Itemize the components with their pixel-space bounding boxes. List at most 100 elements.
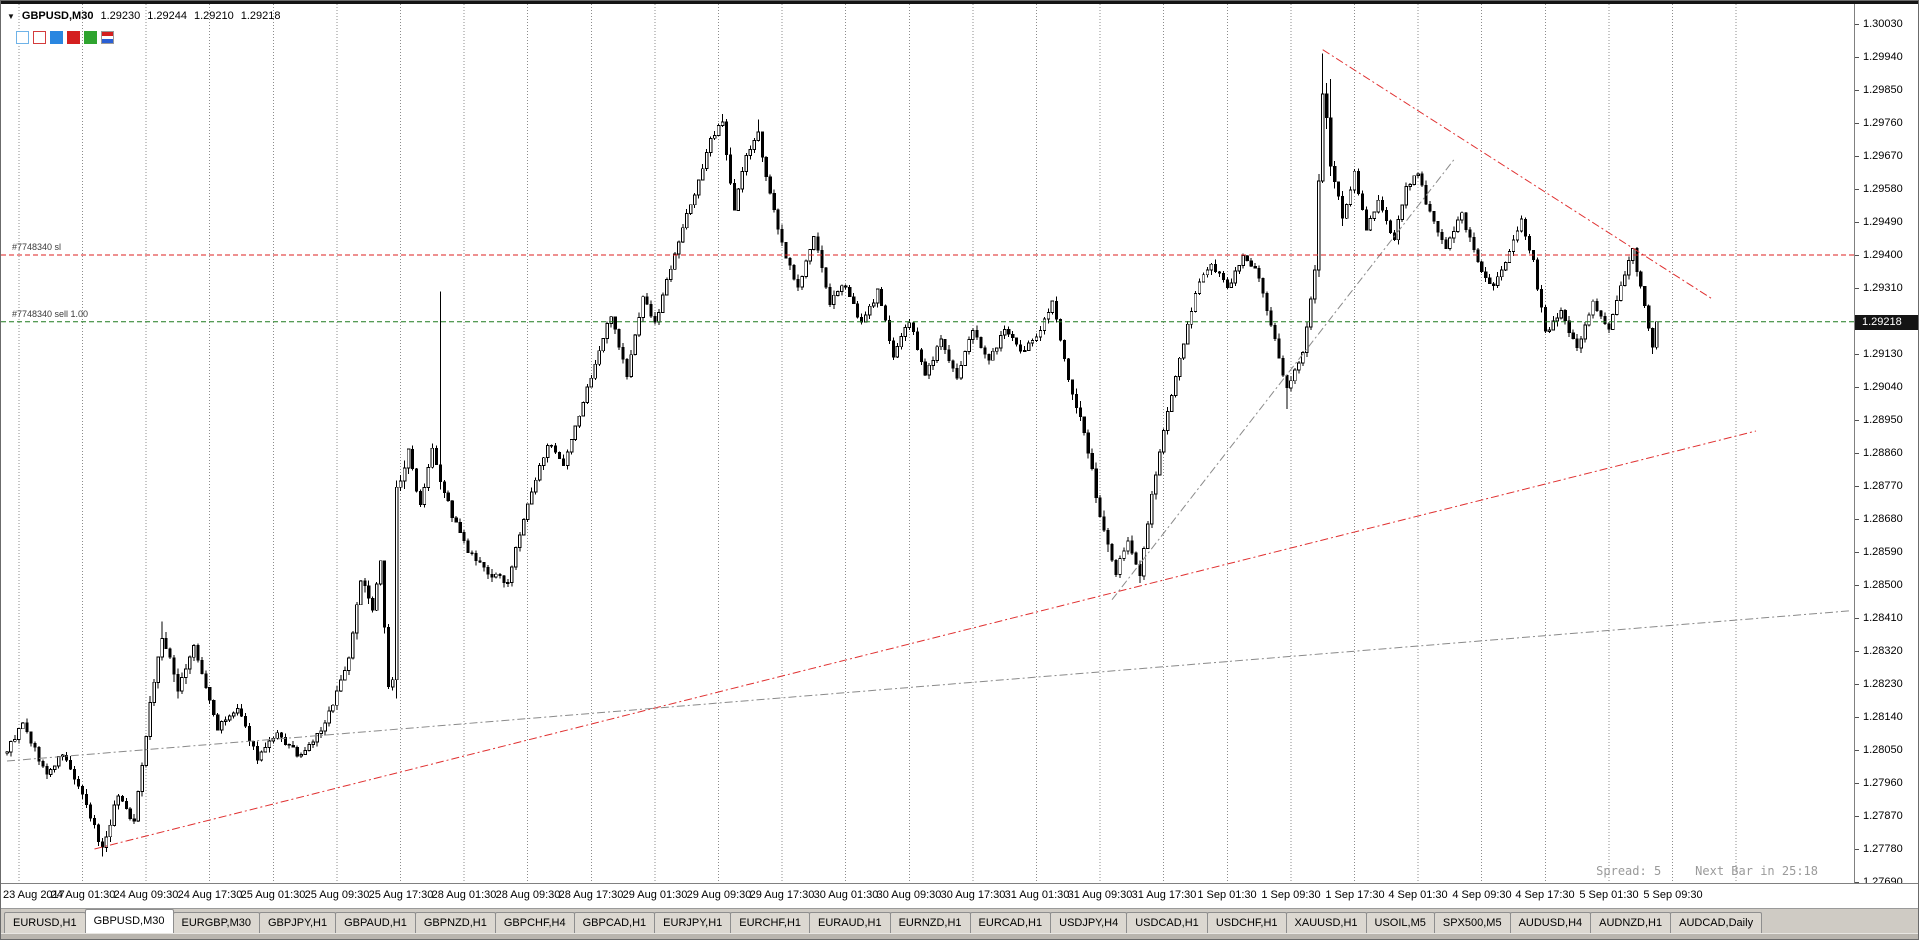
symbol-tab-gbpnzd-h1[interactable]: GBPNZD,H1 — [414, 912, 496, 933]
price-axis-tick — [1855, 387, 1859, 388]
symbol-tab-gbpcad-h1[interactable]: GBPCAD,H1 — [573, 912, 656, 933]
time-axis-label: 31 Aug 09:30 — [1067, 889, 1133, 901]
symbol-tab-spx500-m5[interactable]: SPX500,M5 — [1433, 912, 1511, 933]
price-axis-tick — [1855, 618, 1859, 619]
order-sl-line-label[interactable]: #7748340 sl — [12, 242, 62, 252]
chart-menu-collapse-icon[interactable]: ▼ — [7, 11, 15, 21]
symbol-tab-euraud-h1[interactable]: EURAUD,H1 — [809, 912, 891, 933]
price-axis-label: 1.28950 — [1863, 414, 1903, 426]
price-axis-label: 1.28320 — [1863, 645, 1903, 657]
price-axis-tick — [1855, 684, 1859, 685]
price-axis[interactable]: 1.30030 1.29940 1.29850 1.29760 1.29670 1.295… — [1854, 4, 1918, 888]
trendline-ascending-gray-long[interactable] — [6, 610, 1852, 762]
time-axis-label: 25 Aug 01:30 — [240, 889, 306, 901]
price-axis-tick — [1855, 255, 1859, 256]
price-axis-tick — [1855, 816, 1859, 817]
price-axis-label: 1.27870 — [1863, 810, 1903, 822]
price-axis-tick — [1855, 750, 1859, 751]
time-axis-label: 24 Aug 09:30 — [113, 889, 179, 901]
symbol-tab-xauusd-h1[interactable]: XAUUSD,H1 — [1285, 912, 1367, 933]
ea-color-swatch-toolbar — [16, 31, 114, 44]
symbol-tab-audnzd-h1[interactable]: AUDNZD,H1 — [1590, 912, 1672, 933]
swatch-stripe — [102, 39, 113, 43]
symbol-tab-gbpusd-m30[interactable]: GBPUSD,M30 — [84, 909, 174, 933]
chart-tab-bar: EURUSD,H1 GBPUSD,M30 EURGBP,M30 GBPJPY,H1 GB… — [1, 908, 1918, 933]
price-axis-tick — [1855, 717, 1859, 718]
outlined-red-swatch[interactable] — [33, 31, 46, 44]
symbol-tab-eurusd-h1[interactable]: EURUSD,H1 — [4, 912, 86, 933]
time-axis-label: 30 Aug 01:30 — [813, 889, 879, 901]
price-axis-tick — [1855, 486, 1859, 487]
price-axis-label: 1.29400 — [1863, 249, 1903, 261]
chart-canvas[interactable] — [1, 4, 1854, 883]
price-axis-tick — [1855, 222, 1859, 223]
chart-status-text: Spread: 5 Next Bar in 25:18 — [1596, 864, 1818, 878]
price-axis-tick — [1855, 585, 1859, 586]
price-axis-tick — [1855, 882, 1859, 883]
price-axis-label: 1.28860 — [1863, 447, 1903, 459]
symbol-tab-audusd-h4[interactable]: AUDUSD,H4 — [1509, 912, 1592, 933]
spread-value-label: Spread: 5 — [1596, 864, 1662, 878]
swatch-stripe — [102, 35, 113, 40]
symbol-tab-eurchf-h1[interactable]: EURCHF,H1 — [730, 912, 811, 933]
symbol-tab-audcad-daily[interactable]: AUDCAD,Daily — [1670, 912, 1763, 933]
symbol-tab-gbpjpy-h1[interactable]: GBPJPY,H1 — [259, 912, 337, 933]
chart-plot-area[interactable]: ▼ GBPUSD,M30 1.29230 1.29244 1.29210 1.2… — [1, 4, 1854, 883]
trendline-ascending-gray-steep[interactable] — [1111, 159, 1455, 601]
symbol-tab-usdcad-h1[interactable]: USDCAD,H1 — [1126, 912, 1208, 933]
symbol-timeframe-label: GBPUSD,M30 — [21, 10, 94, 22]
time-axis[interactable]: 23 Aug 2017 24 Aug 01:30 24 Aug 09:30 24 Au… — [1, 883, 1918, 908]
next-bar-countdown-label: Next Bar in 25:18 — [1695, 864, 1818, 878]
bar-low-value: 1.29210 — [193, 10, 234, 22]
price-axis-tick — [1855, 57, 1859, 58]
price-axis-label: 1.29490 — [1863, 216, 1903, 228]
symbol-tab-gbpchf-h4[interactable]: GBPCHF,H4 — [494, 912, 575, 933]
symbol-tab-eurjpy-h1[interactable]: EURJPY,H1 — [654, 912, 732, 933]
bear-candle-bodies — [25, 93, 1655, 848]
time-axis-label: 29 Aug 09:30 — [686, 889, 752, 901]
price-axis-label: 1.29310 — [1863, 282, 1903, 294]
price-axis-tick — [1855, 849, 1859, 850]
price-axis-tick — [1855, 90, 1859, 91]
price-axis-label: 1.28770 — [1863, 480, 1903, 492]
price-axis-label: 1.29580 — [1863, 183, 1903, 195]
time-axis-label: 1 Sep 17:30 — [1325, 889, 1385, 901]
price-axis-label: 1.27780 — [1863, 843, 1903, 855]
window-bottom-strip — [1, 933, 1918, 939]
price-axis-label: 1.28590 — [1863, 546, 1903, 558]
symbol-tab-eurnzd-h1[interactable]: EURNZD,H1 — [889, 912, 971, 933]
price-axis-label: 1.29670 — [1863, 150, 1903, 162]
time-axis-label: 28 Aug 17:30 — [558, 889, 624, 901]
symbol-tab-usoil-m5[interactable]: USOIL,M5 — [1365, 912, 1435, 933]
time-axis-label: 1 Sep 09:30 — [1261, 889, 1321, 901]
order-sell-line-label[interactable]: #7748340 sell 1.00 — [12, 309, 89, 319]
window-top-edge — [1, 1, 1918, 4]
red-swatch[interactable] — [67, 31, 80, 44]
symbol-tab-usdjpy-h4[interactable]: USDJPY,H4 — [1050, 912, 1128, 933]
time-axis-label: 25 Aug 09:30 — [304, 889, 370, 901]
price-axis-label: 1.27960 — [1863, 777, 1903, 789]
blue-swatch[interactable] — [50, 31, 63, 44]
trendline-ascending-red[interactable] — [94, 430, 1757, 850]
bar-high-value: 1.29244 — [147, 10, 187, 22]
symbol-ohlc-header: ▼ GBPUSD,M30 1.29230 1.29244 1.29210 1.2… — [7, 10, 281, 22]
striped-swatch[interactable] — [101, 31, 114, 44]
bull-candle-bodies — [5, 93, 1659, 848]
symbol-tab-eurgbp-m30[interactable]: EURGBP,M30 — [172, 912, 260, 933]
time-axis-label: 4 Sep 01:30 — [1388, 889, 1448, 901]
price-axis-label: 1.28680 — [1863, 513, 1903, 525]
green-swatch[interactable] — [84, 31, 97, 44]
symbol-tab-eurcad-h1[interactable]: EURCAD,H1 — [969, 912, 1052, 933]
time-axis-label: 25 Aug 17:30 — [368, 889, 434, 901]
time-axis-label: 24 Aug 17:30 — [177, 889, 243, 901]
price-axis-tick — [1855, 420, 1859, 421]
price-axis-tick — [1855, 354, 1859, 355]
symbol-tab-usdchf-h1[interactable]: USDCHF,H1 — [1206, 912, 1287, 933]
price-axis-tick — [1855, 123, 1859, 124]
outlined-blue-swatch[interactable] — [16, 31, 29, 44]
price-axis-tick — [1855, 651, 1859, 652]
trendline-descending-red[interactable] — [1322, 49, 1713, 300]
symbol-tab-gbpaud-h1[interactable]: GBPAUD,H1 — [335, 912, 416, 933]
price-axis-tick — [1855, 24, 1859, 25]
